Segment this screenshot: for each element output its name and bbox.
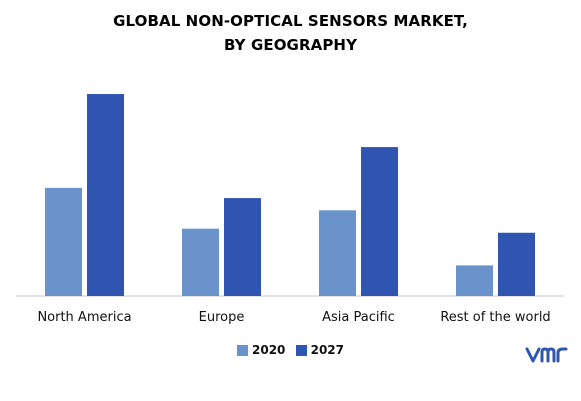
- chart-title-line1: GLOBAL NON-OPTICAL SENSORS MARKET,: [113, 12, 468, 30]
- bar-rest-of-the-world-2020: [456, 265, 493, 296]
- bar-asia-pacific-2020: [319, 210, 356, 296]
- bar-europe-2020: [182, 228, 219, 296]
- bar-rest-of-the-world-2027: [498, 232, 535, 296]
- legend-item-2020: 2020: [237, 343, 285, 357]
- chart-title-line2: BY GEOGRAPHY: [223, 36, 358, 54]
- legend: 2020 2027: [0, 343, 581, 359]
- x-tick-label: North America: [37, 310, 131, 325]
- bar-asia-pacific-2027: [361, 147, 398, 296]
- legend-swatch-2020: [237, 344, 248, 356]
- bar-europe-2027: [224, 198, 261, 296]
- legend-label-2020: 2020: [252, 343, 286, 357]
- x-tick-label: Rest of the world: [440, 310, 550, 325]
- vmr-logo-icon: [525, 347, 568, 363]
- bar-north-america-2020: [45, 187, 82, 296]
- legend-swatch-2027: [295, 344, 307, 356]
- legend-item-2027: 2027: [295, 343, 344, 357]
- x-tick-label: Europe: [199, 310, 245, 325]
- bar-north-america-2027: [87, 94, 124, 296]
- legend-label-2027: 2027: [310, 343, 344, 357]
- x-tick-label: Asia Pacific: [322, 310, 395, 325]
